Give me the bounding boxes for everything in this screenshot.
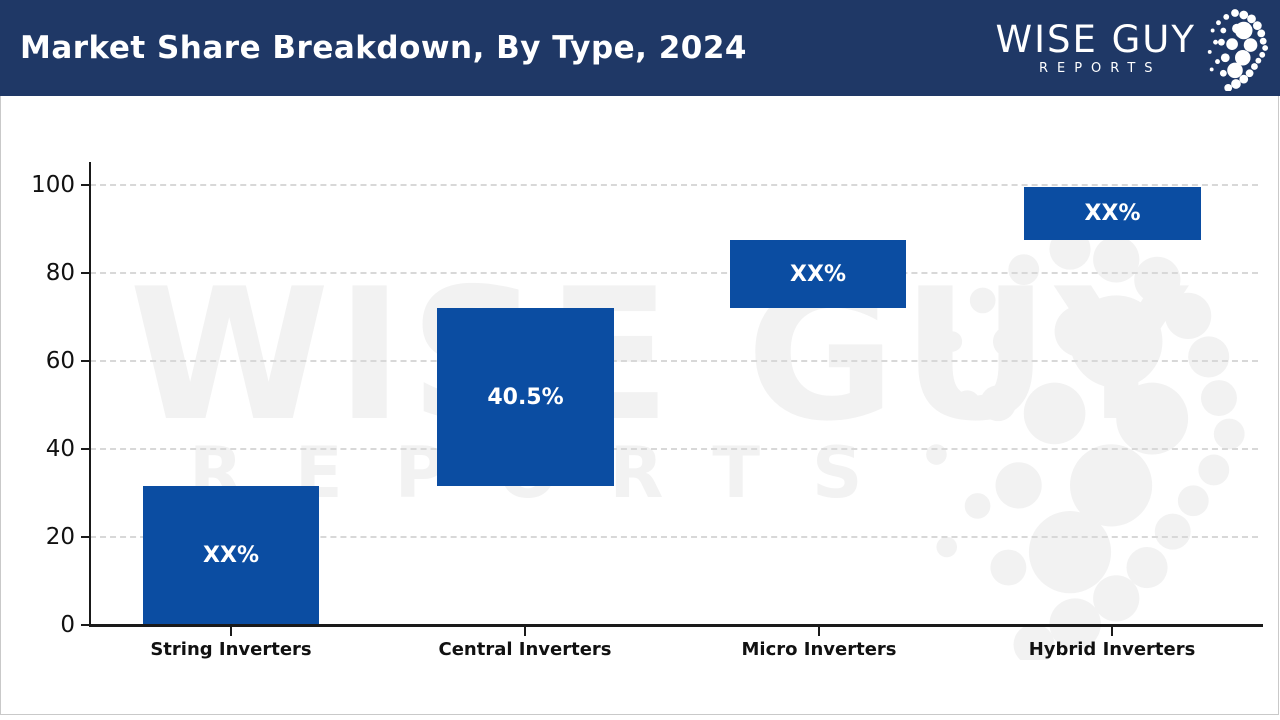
bar-value-label: XX%: [790, 261, 846, 287]
y-tick-label: 40: [45, 436, 75, 462]
gridline-100: [90, 184, 1258, 186]
y-tick-mark: [81, 184, 89, 186]
wise-guy-logo: WISE GUY REPORTS: [996, 5, 1270, 91]
x-tick-mark: [1111, 627, 1113, 636]
y-tick-label: 20: [45, 524, 75, 550]
y-axis-line: [89, 162, 91, 625]
y-tick-mark: [81, 272, 89, 274]
logo-reports-text: REPORTS: [1038, 61, 1162, 76]
watermark-face-icon: [926, 228, 1245, 660]
x-category-label: Central Inverters: [438, 639, 612, 660]
logo-name-text: WISE GUY: [995, 18, 1196, 61]
x-axis-line: [89, 624, 1263, 627]
x-tick-mark: [230, 627, 232, 636]
bar-string-inverters: XX%: [143, 486, 319, 624]
y-tick-label: 100: [31, 172, 75, 198]
y-tick-mark: [81, 536, 89, 538]
gridline-80: [90, 272, 1258, 274]
bar-micro-inverters: XX%: [730, 240, 906, 308]
y-tick-mark: [81, 360, 89, 362]
gridline-20: [90, 536, 1258, 538]
bar-value-label: 40.5%: [487, 384, 564, 410]
page-title: Market Share Breakdown, By Type, 2024: [20, 30, 748, 66]
y-tick-mark: [81, 624, 89, 626]
x-tick-mark: [524, 627, 526, 636]
bar-central-inverters: 40.5%: [437, 308, 614, 486]
y-tick-label: 60: [45, 348, 75, 374]
gridline-60: [90, 360, 1258, 362]
dotted-face-icon: [1207, 9, 1269, 91]
y-tick-mark: [81, 448, 89, 450]
plot-area: WISE GUY REPORTS 0 20 40 60 80 100 XX% 4…: [0, 96, 1279, 715]
bar-value-label: XX%: [203, 542, 259, 568]
x-category-label: String Inverters: [150, 639, 312, 660]
y-tick-label: 80: [45, 260, 75, 286]
header-bar: Market Share Breakdown, By Type, 2024 WI…: [0, 0, 1280, 96]
bar-value-label: XX%: [1084, 201, 1141, 226]
x-category-label: Micro Inverters: [741, 639, 897, 660]
x-category-label: Hybrid Inverters: [1028, 639, 1196, 660]
gridline-40: [90, 448, 1258, 450]
bar-hybrid-inverters: XX%: [1024, 187, 1201, 240]
x-tick-mark: [818, 627, 820, 636]
logo-wordmark: WISE GUY REPORTS: [996, 21, 1196, 75]
y-tick-label: 0: [60, 612, 75, 638]
